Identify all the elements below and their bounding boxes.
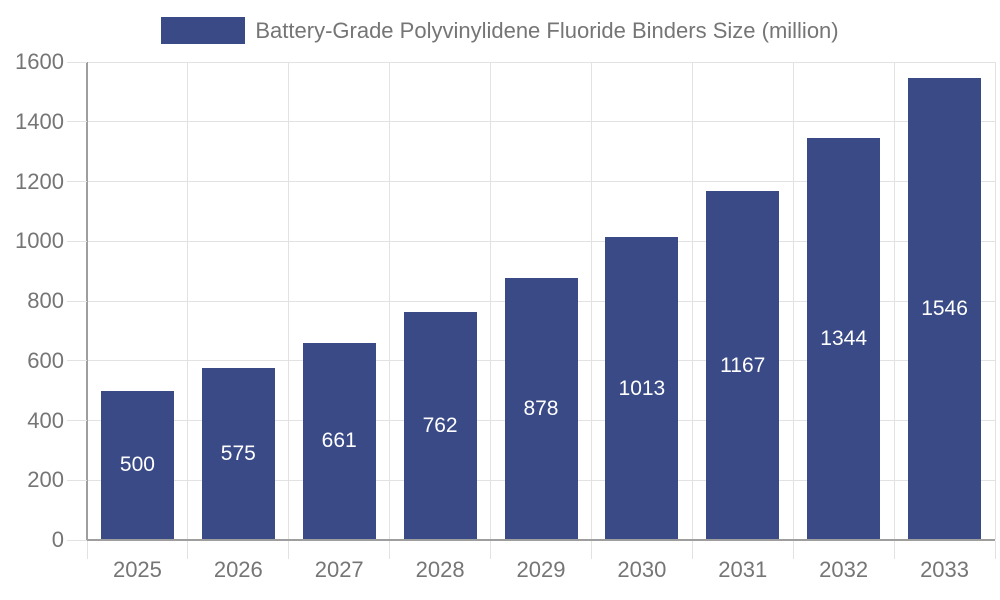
legend-swatch-icon — [161, 17, 246, 44]
x-tick-label: 2032 — [819, 557, 869, 582]
y-tick-label: 200 — [27, 467, 64, 493]
x-tick-label: 2025 — [112, 557, 162, 582]
y-axis-tick — [67, 61, 87, 63]
bar-2025 — [100, 390, 174, 540]
bar-value-label: 1013 — [618, 376, 666, 400]
legend[interactable]: Battery-Grade Polyvinylidene Fluoride Bi… — [0, 17, 1000, 44]
x-axis-tick — [288, 541, 290, 559]
y-tick-label: 400 — [27, 407, 64, 433]
y-axis-tick — [67, 121, 87, 123]
x-axis-line — [86, 539, 995, 541]
y-tick-label: 800 — [27, 288, 64, 313]
y-axis-tick — [67, 181, 87, 182]
y-axis-line — [86, 62, 88, 540]
bar-value-label: 1546 — [921, 297, 968, 321]
bar-value-label: 1167 — [720, 353, 766, 377]
gridline-v — [288, 62, 290, 540]
x-axis-tick — [187, 541, 189, 559]
x-axis-tick — [389, 541, 391, 559]
gridline-h — [87, 121, 995, 123]
gridline-v — [590, 62, 592, 540]
x-tick-label: 2029 — [516, 557, 566, 582]
bar-2033 — [908, 78, 982, 540]
plot-area: 500 575 661 762 878 1013 1167 1344 1546 — [87, 61, 996, 540]
y-tick-label: 1400 — [15, 108, 64, 134]
y-axis-tick — [67, 300, 87, 302]
x-tick-label: 2026 — [213, 557, 263, 582]
x-tick-label: 2033 — [920, 557, 970, 582]
x-axis-tick — [490, 541, 492, 559]
bar-2032 — [807, 138, 881, 540]
gridline-v — [994, 62, 996, 540]
x-axis-tick — [86, 541, 88, 559]
x-tick-label: 2028 — [415, 557, 465, 582]
gridline-v — [792, 62, 794, 540]
y-axis-tick — [67, 539, 87, 541]
bar-2030 — [605, 237, 679, 540]
x-axis-tick — [590, 541, 592, 559]
x-axis-tick — [994, 541, 996, 559]
gridline-v — [691, 62, 693, 540]
x-axis-tick — [893, 541, 895, 559]
y-axis-tick — [67, 479, 87, 481]
bar-value-label: 1344 — [820, 327, 868, 351]
gridline-v — [893, 62, 895, 540]
bar-2026 — [201, 368, 275, 540]
bar-2029 — [504, 277, 578, 540]
gridline-v — [187, 62, 189, 540]
y-axis-tick — [67, 420, 87, 421]
bar-value-label: 500 — [119, 453, 155, 477]
legend-label: Battery-Grade Polyvinylidene Fluoride Bi… — [255, 17, 839, 43]
x-tick-label: 2027 — [314, 557, 364, 582]
y-axis-tick — [67, 360, 87, 362]
gridline-v — [389, 62, 391, 540]
bar-2031 — [706, 191, 780, 540]
y-tick-label: 600 — [27, 347, 64, 373]
bar-value-label: 878 — [523, 396, 559, 420]
bar-value-label: 762 — [422, 414, 458, 438]
x-axis-tick — [691, 541, 693, 559]
y-tick-label: 0 — [51, 527, 64, 552]
gridline-h — [87, 240, 995, 242]
x-tick-label: 2030 — [617, 557, 667, 582]
y-tick-label: 1600 — [15, 49, 64, 74]
y-tick-label: 1200 — [15, 168, 64, 194]
bar-value-label: 661 — [321, 429, 357, 453]
x-axis-tick — [792, 541, 794, 559]
bar-2027 — [302, 342, 376, 540]
y-axis-tick — [67, 240, 87, 242]
bar-2028 — [403, 312, 477, 540]
x-tick-label: 2031 — [718, 557, 768, 582]
bar-value-label: 575 — [220, 442, 256, 466]
gridline-h — [87, 181, 995, 182]
gridline-h — [87, 61, 995, 63]
gridline-v — [490, 62, 492, 540]
y-tick-label: 1000 — [15, 228, 64, 254]
